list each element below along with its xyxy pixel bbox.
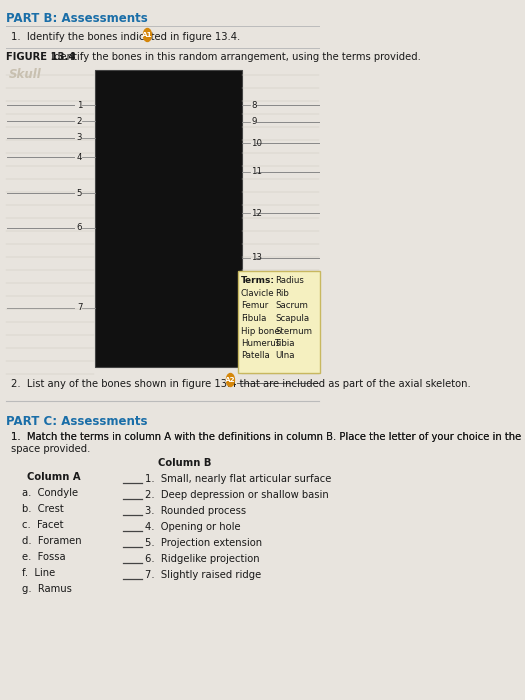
Text: b.  Crest: b. Crest <box>22 504 64 514</box>
Text: Tibia: Tibia <box>275 339 296 348</box>
Text: 5.  Projection extension: 5. Projection extension <box>145 538 262 548</box>
Text: Rib: Rib <box>275 289 289 298</box>
Text: g.  Ramus: g. Ramus <box>22 584 71 594</box>
Text: Clavicle: Clavicle <box>241 289 275 298</box>
Text: Sacrum: Sacrum <box>275 302 308 311</box>
Text: 3.  Rounded process: 3. Rounded process <box>145 506 246 516</box>
Text: 5: 5 <box>77 188 82 197</box>
Circle shape <box>226 374 235 386</box>
Text: Sternum: Sternum <box>275 326 312 335</box>
Text: 4: 4 <box>77 153 82 162</box>
Text: 2.  Deep depression or shallow basin: 2. Deep depression or shallow basin <box>145 490 329 500</box>
Text: 7: 7 <box>77 304 82 312</box>
FancyBboxPatch shape <box>95 70 242 367</box>
Text: 1.  Small, nearly flat articular surface: 1. Small, nearly flat articular surface <box>145 474 331 484</box>
Text: Column A: Column A <box>27 472 80 482</box>
Text: PART C: Assessments: PART C: Assessments <box>6 415 148 428</box>
Text: d.  Foramen: d. Foramen <box>22 536 81 546</box>
Text: Hip bone: Hip bone <box>241 326 280 335</box>
Text: Radius: Radius <box>275 276 304 285</box>
Text: 1.  Identify the bones indicated in figure 13.4.: 1. Identify the bones indicated in figur… <box>11 32 240 42</box>
Circle shape <box>143 29 151 41</box>
Text: 8: 8 <box>251 101 257 109</box>
Text: A1: A1 <box>142 32 153 38</box>
Text: 12: 12 <box>251 209 262 218</box>
Text: 6.  Ridgelike projection: 6. Ridgelike projection <box>145 554 259 564</box>
Text: 11: 11 <box>251 167 262 176</box>
Text: 1.  Match the terms in column A with the definitions in column B. Place the lett: 1. Match the terms in column A with the … <box>11 432 525 442</box>
Text: f.  Line: f. Line <box>22 568 55 578</box>
Text: 2.  List any of the bones shown in figure 13.4 that are included as part of the : 2. List any of the bones shown in figure… <box>11 379 471 389</box>
Text: 6: 6 <box>77 223 82 232</box>
Text: PART B: Assessments: PART B: Assessments <box>6 12 148 25</box>
Text: Patella: Patella <box>241 351 270 360</box>
Text: 1: 1 <box>77 101 82 109</box>
Text: 4.  Opening or hole: 4. Opening or hole <box>145 522 240 532</box>
Text: 7.  Slightly raised ridge: 7. Slightly raised ridge <box>145 570 261 580</box>
Text: Humerus: Humerus <box>241 339 280 348</box>
Text: 1.  Match the terms in column A with the definitions in column B. Place the lett: 1. Match the terms in column A with the … <box>11 432 521 454</box>
Text: Fibula: Fibula <box>241 314 266 323</box>
Text: Scapula: Scapula <box>275 314 309 323</box>
Text: Skull: Skull <box>9 68 41 81</box>
Text: e.  Fossa: e. Fossa <box>22 552 65 562</box>
Text: 9: 9 <box>251 118 257 127</box>
Text: a.  Condyle: a. Condyle <box>22 488 78 498</box>
Text: Terms:: Terms: <box>241 276 275 285</box>
FancyBboxPatch shape <box>238 271 320 373</box>
Text: Ulna: Ulna <box>275 351 295 360</box>
Text: 2: 2 <box>77 116 82 125</box>
Text: Femur: Femur <box>241 302 268 311</box>
Text: 13: 13 <box>251 253 262 262</box>
Text: A2: A2 <box>225 377 236 383</box>
Text: 3: 3 <box>77 134 82 143</box>
Text: FIGURE 13.4: FIGURE 13.4 <box>6 52 76 62</box>
Text: c.  Facet: c. Facet <box>22 520 63 530</box>
Text: Identify the bones in this random arrangement, using the terms provided.: Identify the bones in this random arrang… <box>45 52 421 62</box>
Text: Column B: Column B <box>158 458 212 468</box>
Text: 10: 10 <box>251 139 262 148</box>
